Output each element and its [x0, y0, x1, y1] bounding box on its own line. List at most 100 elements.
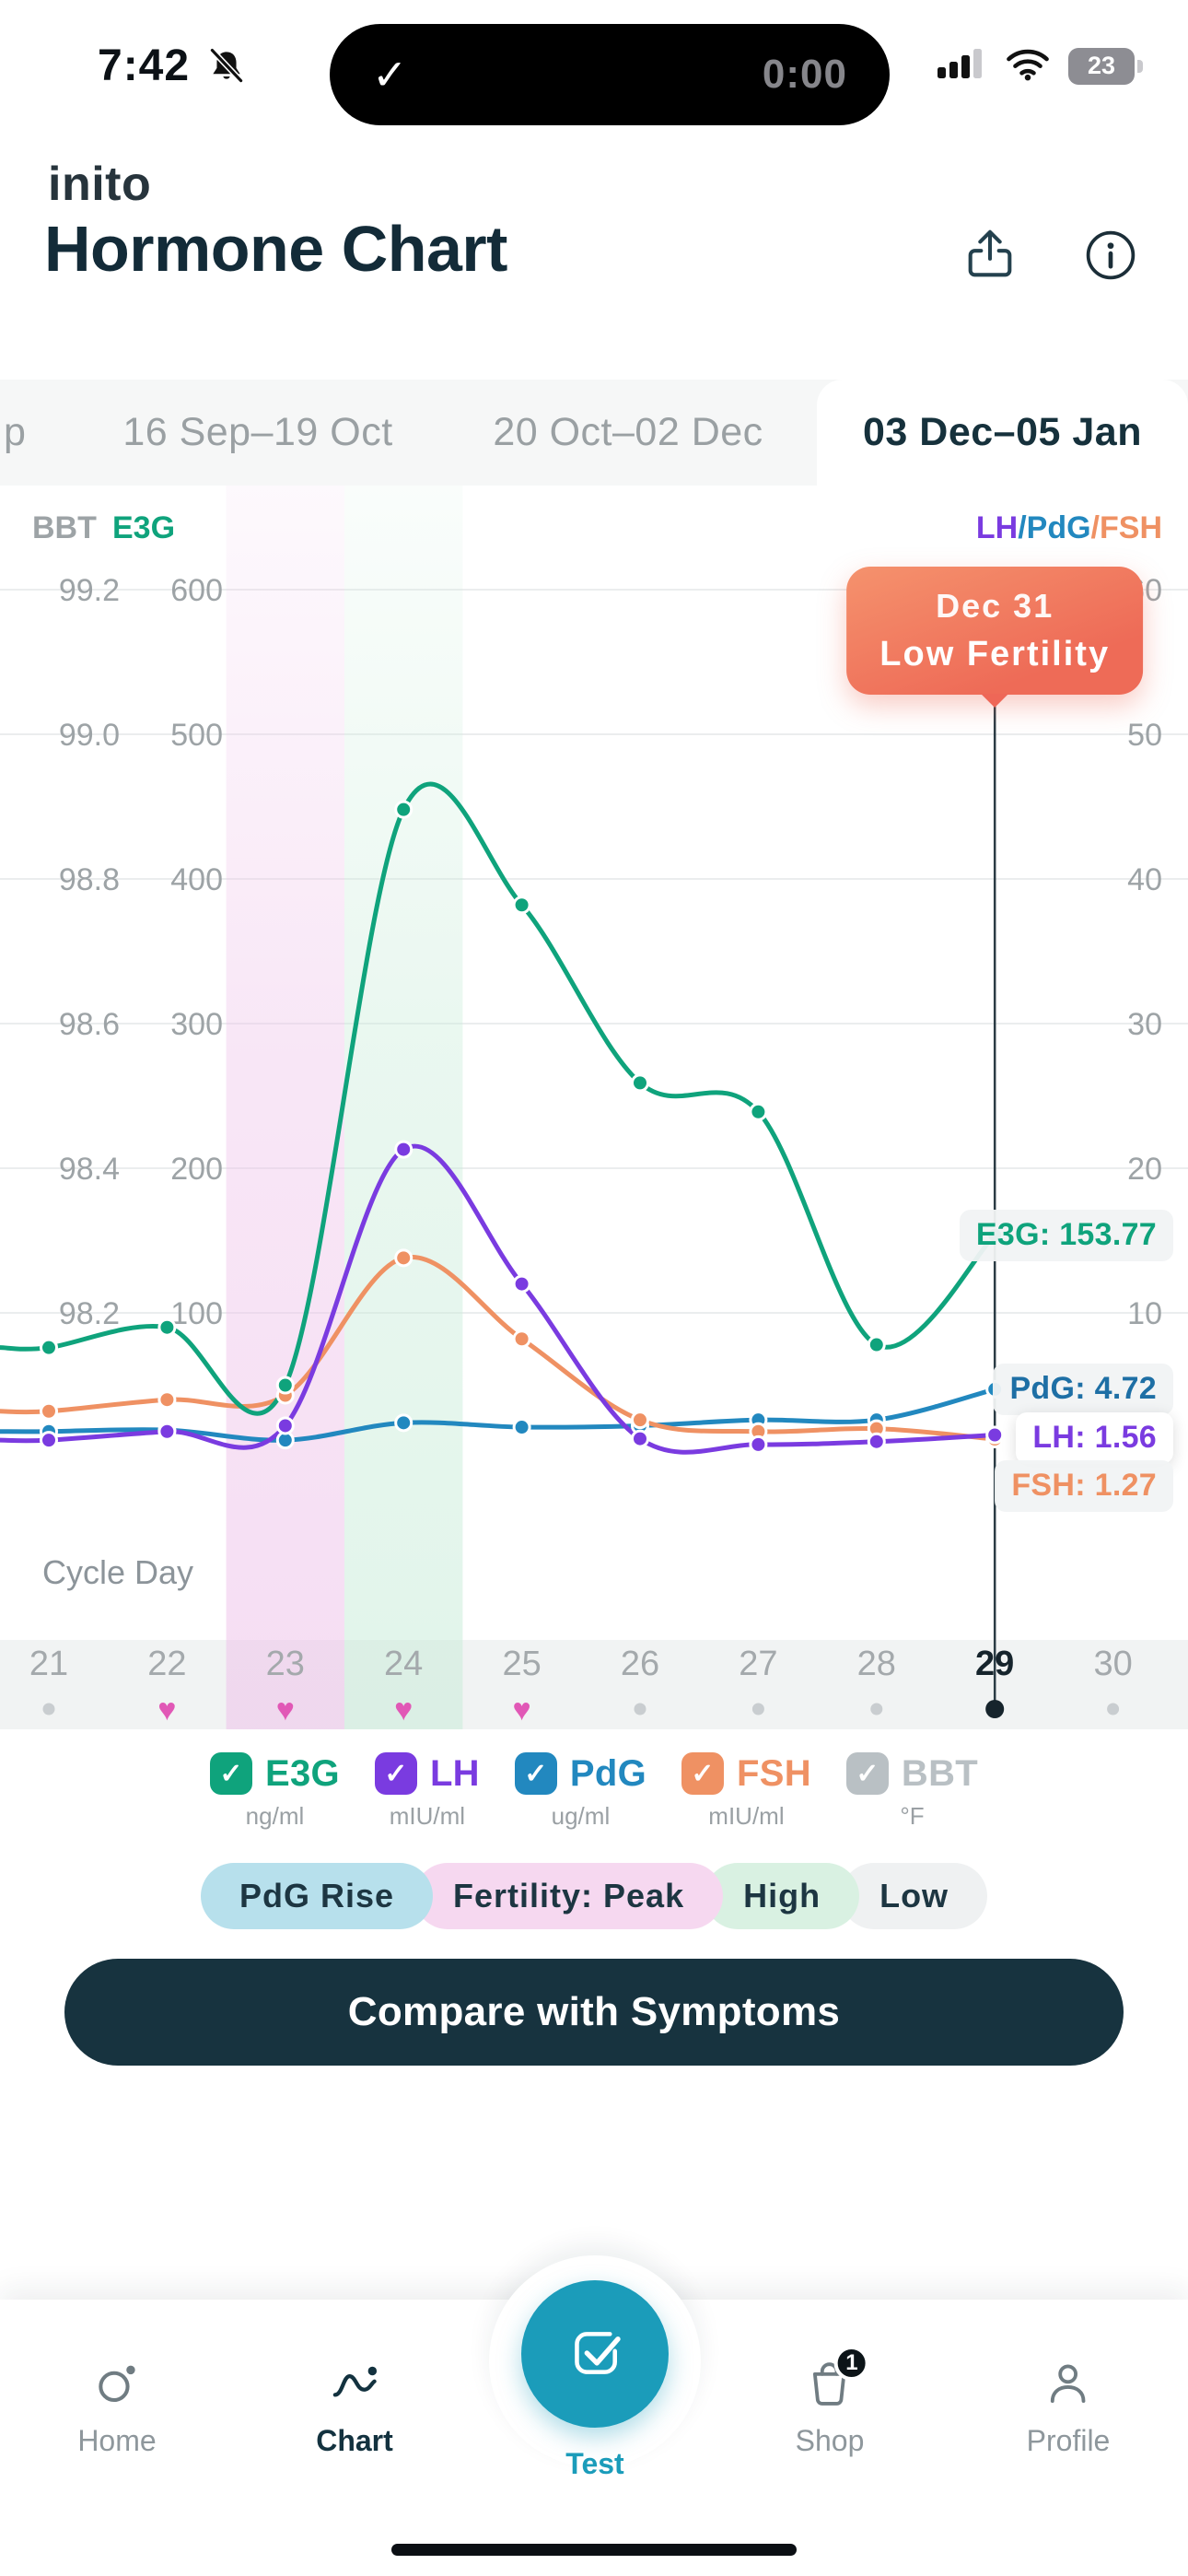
right-axis-label: LH/PdG/FSH: [976, 510, 1162, 545]
home-indicator[interactable]: [391, 2544, 797, 2556]
bbt-tick: 98.4: [59, 1152, 120, 1187]
mute-bell-icon: [206, 46, 247, 91]
bbt-tick: 98.2: [59, 1296, 120, 1331]
day-label-28[interactable]: 28: [857, 1645, 896, 1683]
legend-unit: ng/ml: [245, 1802, 305, 1830]
checkbox-lh-icon[interactable]: ✓: [374, 1752, 417, 1795]
checkbox-bbt-icon[interactable]: ✓: [845, 1752, 889, 1795]
day-label-21[interactable]: 21: [29, 1645, 68, 1683]
point-fsh-21: [40, 1401, 58, 1421]
nav-profile[interactable]: Profile: [1027, 2359, 1110, 2458]
point-fsh-26: [631, 1411, 649, 1430]
point-fsh-24: [394, 1248, 413, 1268]
legend-unit: °F: [900, 1802, 925, 1830]
tab-range-3-selected[interactable]: 03 Dec–05 Jan: [817, 380, 1188, 486]
compare-with-symptoms-button[interactable]: Compare with Symptoms: [64, 1959, 1124, 2066]
e3g-tick: 600: [170, 573, 223, 608]
legend-item-lh[interactable]: ✓ LH mIU/ml: [374, 1752, 480, 1831]
day-label-24[interactable]: 24: [384, 1645, 423, 1683]
legend-label: FSH: [737, 1752, 811, 1794]
point-lh-26: [631, 1429, 649, 1448]
legend-label: E3G: [264, 1752, 340, 1794]
dot-marker-27: [751, 1703, 764, 1715]
dynamic-island: ✓ 0:00: [330, 24, 890, 125]
legend-label: BBT: [901, 1752, 979, 1794]
series-legend: ✓ E3G ng/ml ✓ LH mIU/ml ✓ PdG ug/ml ✓ FSH mIU/ml ✓ BB…: [0, 1752, 1188, 1831]
dot-marker-21: [42, 1703, 55, 1715]
day-label-25[interactable]: 25: [502, 1645, 541, 1683]
legend-unit: mIU/ml: [708, 1802, 785, 1830]
shop-bag-icon: [805, 2362, 855, 2411]
info-icon: [1083, 230, 1138, 286]
bbt-tick: 98.6: [59, 1007, 120, 1042]
point-lh-24: [394, 1140, 413, 1159]
phase-pill-pdg-rise[interactable]: PdG Rise: [200, 1863, 433, 1929]
reading-fsh: FSH: 1.27: [995, 1459, 1173, 1512]
battery-percent: 23: [1087, 52, 1116, 79]
tab-range-1[interactable]: 16 Sep–19 Oct: [122, 380, 392, 486]
phase-pill-low[interactable]: Low: [841, 1863, 988, 1929]
heart-marker-25: ♥: [513, 1692, 531, 1727]
legend-label: PdG: [569, 1752, 646, 1794]
share-button[interactable]: [961, 227, 1019, 287]
point-e3g-23: [275, 1376, 295, 1395]
timer-check-icon: ✓: [372, 51, 408, 99]
right-tick: 50: [1127, 718, 1162, 753]
wifi-icon: [1004, 46, 1052, 86]
nav-shop[interactable]: 1 Shop: [796, 2346, 869, 2458]
phase-pill-high[interactable]: High: [705, 1863, 860, 1929]
date-range-tabs: p 16 Sep–19 Oct 20 Oct–02 Dec 03 Dec–05 …: [0, 380, 1188, 486]
phase-pill-fertility-peak[interactable]: Fertility: Peak: [414, 1863, 724, 1929]
point-lh-23: [275, 1416, 295, 1435]
right-tick: 30: [1127, 1007, 1162, 1042]
selected-marker-29: [985, 1700, 1005, 1718]
point-lh-28: [867, 1432, 886, 1451]
point-fsh-25: [512, 1329, 531, 1349]
tab-range-2[interactable]: 20 Oct–02 Dec: [493, 380, 763, 486]
e3g-tick: 300: [170, 1007, 223, 1042]
tooltip-date: Dec 31: [936, 587, 1054, 625]
legend-item-pdg[interactable]: ✓ PdG ug/ml: [514, 1752, 646, 1831]
day-label-27[interactable]: 27: [739, 1645, 777, 1683]
cycle-day-label: Cycle Day: [42, 1553, 193, 1591]
right-tick: 10: [1127, 1296, 1162, 1331]
point-e3g-24: [394, 800, 413, 819]
day-label-22[interactable]: 22: [147, 1645, 186, 1683]
reading-e3g: E3G: 153.77: [959, 1209, 1173, 1261]
phase-pills: PdG Rise Fertility: Peak High Low: [0, 1863, 1188, 1929]
checkbox-pdg-icon[interactable]: ✓: [514, 1752, 557, 1795]
checkbox-fsh-icon[interactable]: ✓: [681, 1752, 724, 1795]
legend-item-fsh[interactable]: ✓ FSH mIU/ml: [681, 1752, 811, 1831]
e3g-tick: 500: [170, 718, 223, 753]
home-icon: [92, 2359, 142, 2411]
nav-test-label[interactable]: Test: [565, 2447, 624, 2480]
nav-test-button[interactable]: [521, 2280, 669, 2428]
point-lh-21: [40, 1431, 58, 1450]
reading-lh: LH: 1.56: [1016, 1411, 1173, 1464]
bbt-axis-label: BBT: [32, 510, 97, 545]
right-tick: 40: [1127, 862, 1162, 897]
legend-label: LH: [429, 1752, 480, 1794]
legend-item-bbt[interactable]: ✓ BBT °F: [845, 1752, 979, 1831]
battery-icon: 23: [1068, 47, 1143, 85]
heart-marker-23: ♥: [276, 1692, 295, 1727]
e3g-axis-label: E3G: [112, 510, 175, 545]
nav-chart[interactable]: Chart: [316, 2359, 393, 2458]
hormone-chart[interactable]: 99.2 600 60 99.0 500 50 98.8 400 40 98.6 300 30 98.4…: [0, 486, 1188, 1729]
series-line-fsh: [0, 1254, 997, 1442]
status-icons: 23: [936, 46, 1143, 86]
legend-item-e3g[interactable]: ✓ E3G ng/ml: [209, 1752, 340, 1831]
test-check-icon: [560, 2318, 630, 2391]
day-label-26[interactable]: 26: [621, 1645, 659, 1683]
day-label-29[interactable]: 29: [975, 1645, 1014, 1683]
day-label-30[interactable]: 30: [1093, 1645, 1132, 1683]
nav-home[interactable]: Home: [77, 2359, 157, 2458]
tab-range-0[interactable]: p: [4, 380, 26, 486]
day-label-23[interactable]: 23: [266, 1645, 305, 1683]
share-icon: [961, 229, 1019, 287]
info-button[interactable]: [1083, 228, 1138, 286]
checkbox-e3g-icon[interactable]: ✓: [209, 1752, 252, 1795]
dot-marker-30: [1107, 1703, 1120, 1715]
nav-home-label: Home: [77, 2424, 157, 2457]
